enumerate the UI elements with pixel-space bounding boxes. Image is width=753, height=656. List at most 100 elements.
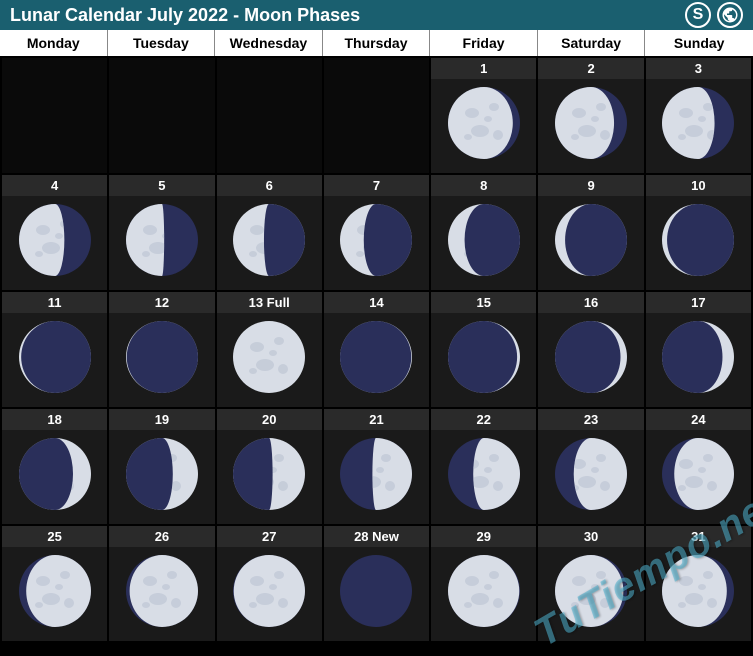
- day-number: 29: [431, 526, 536, 547]
- moon-phase-icon: [446, 85, 522, 161]
- calendar-grid: 1 2 3: [0, 56, 753, 643]
- day-number: 10: [646, 175, 751, 196]
- moon-phase-icon: [660, 85, 736, 161]
- calendar-cell[interactable]: 23: [538, 409, 643, 524]
- globe-icon[interactable]: [717, 2, 743, 28]
- moon-phase-icon: [17, 202, 93, 278]
- moon-phase-icon: [446, 436, 522, 512]
- day-number: 4: [2, 175, 107, 196]
- moon-phase-icon: [124, 319, 200, 395]
- calendar-cell[interactable]: 28 New: [324, 526, 429, 641]
- calendar-cell[interactable]: 29: [431, 526, 536, 641]
- calendar-cell-blank: [324, 58, 429, 173]
- day-number: 12: [109, 292, 214, 313]
- day-number: 27: [217, 526, 322, 547]
- day-number: 19: [109, 409, 214, 430]
- day-number: 7: [324, 175, 429, 196]
- weekday-header: MondayTuesdayWednesdayThursdayFridaySatu…: [0, 30, 753, 56]
- day-number: 23: [538, 409, 643, 430]
- moon-phase-icon: [660, 553, 736, 629]
- header: Lunar Calendar July 2022 - Moon Phases S: [0, 0, 753, 30]
- calendar-cell[interactable]: 27: [217, 526, 322, 641]
- day-number: 15: [431, 292, 536, 313]
- day-number: 28 New: [324, 526, 429, 547]
- day-number: 31: [646, 526, 751, 547]
- weekday-label: Saturday: [538, 30, 646, 56]
- day-number: 21: [324, 409, 429, 430]
- calendar-cell[interactable]: 10: [646, 175, 751, 290]
- moon-phase-icon: [338, 319, 414, 395]
- day-number: 26: [109, 526, 214, 547]
- day-number: 3: [646, 58, 751, 79]
- moon-phase-icon: [446, 553, 522, 629]
- moon-phase-icon: [231, 202, 307, 278]
- moon-phase-icon: [17, 553, 93, 629]
- weekday-label: Monday: [0, 30, 108, 56]
- calendar-cell-blank: [109, 58, 214, 173]
- calendar-cell[interactable]: 21: [324, 409, 429, 524]
- moon-phase-icon: [660, 319, 736, 395]
- calendar-cell[interactable]: 12: [109, 292, 214, 407]
- day-number: 16: [538, 292, 643, 313]
- calendar-cell[interactable]: 1: [431, 58, 536, 173]
- calendar-cell[interactable]: 2: [538, 58, 643, 173]
- calendar-cell[interactable]: 14: [324, 292, 429, 407]
- moon-phase-icon: [338, 553, 414, 629]
- calendar-cell[interactable]: 30: [538, 526, 643, 641]
- calendar-cell[interactable]: 15: [431, 292, 536, 407]
- moon-phase-icon: [660, 202, 736, 278]
- calendar-cell[interactable]: 9: [538, 175, 643, 290]
- moon-phase-icon: [231, 436, 307, 512]
- calendar-cell[interactable]: 6: [217, 175, 322, 290]
- weekday-label: Friday: [430, 30, 538, 56]
- weekday-label: Sunday: [645, 30, 753, 56]
- calendar-cell[interactable]: 11: [2, 292, 107, 407]
- day-number: 11: [2, 292, 107, 313]
- moon-phase-icon: [124, 553, 200, 629]
- moon-phase-icon: [124, 202, 200, 278]
- calendar-cell[interactable]: 13 Full: [217, 292, 322, 407]
- moon-phase-icon: [553, 319, 629, 395]
- calendar-cell[interactable]: 5: [109, 175, 214, 290]
- moon-phase-icon: [17, 319, 93, 395]
- weekday-label: Thursday: [323, 30, 431, 56]
- day-number: 22: [431, 409, 536, 430]
- day-number: 17: [646, 292, 751, 313]
- moon-phase-icon: [553, 85, 629, 161]
- calendar-cell[interactable]: 19: [109, 409, 214, 524]
- moon-phase-icon: [553, 436, 629, 512]
- day-number: 2: [538, 58, 643, 79]
- calendar-cell[interactable]: 20: [217, 409, 322, 524]
- calendar-cell[interactable]: 4: [2, 175, 107, 290]
- moon-phase-icon: [231, 319, 307, 395]
- moon-phase-icon: [553, 202, 629, 278]
- calendar-cell[interactable]: 8: [431, 175, 536, 290]
- calendar-cell[interactable]: 3: [646, 58, 751, 173]
- hemisphere-icon[interactable]: S: [685, 2, 711, 28]
- calendar-cell-blank: [2, 58, 107, 173]
- moon-phase-icon: [124, 436, 200, 512]
- calendar-cell[interactable]: 16: [538, 292, 643, 407]
- calendar-cell[interactable]: 24: [646, 409, 751, 524]
- calendar-cell[interactable]: 22: [431, 409, 536, 524]
- day-number: 5: [109, 175, 214, 196]
- page-title: Lunar Calendar July 2022 - Moon Phases: [10, 5, 360, 26]
- calendar-cell[interactable]: 17: [646, 292, 751, 407]
- calendar-cell[interactable]: 7: [324, 175, 429, 290]
- day-number: 14: [324, 292, 429, 313]
- calendar-cell[interactable]: 18: [2, 409, 107, 524]
- day-number: 6: [217, 175, 322, 196]
- calendar-cell[interactable]: 31: [646, 526, 751, 641]
- moon-phase-icon: [17, 436, 93, 512]
- moon-phase-icon: [338, 202, 414, 278]
- calendar-cell[interactable]: 26: [109, 526, 214, 641]
- weekday-label: Wednesday: [215, 30, 323, 56]
- day-number: 1: [431, 58, 536, 79]
- weekday-label: Tuesday: [108, 30, 216, 56]
- calendar-cell[interactable]: 25: [2, 526, 107, 641]
- calendar-cell-blank: [217, 58, 322, 173]
- day-number: 24: [646, 409, 751, 430]
- day-number: 18: [2, 409, 107, 430]
- moon-phase-icon: [446, 319, 522, 395]
- header-icons: S: [685, 2, 743, 28]
